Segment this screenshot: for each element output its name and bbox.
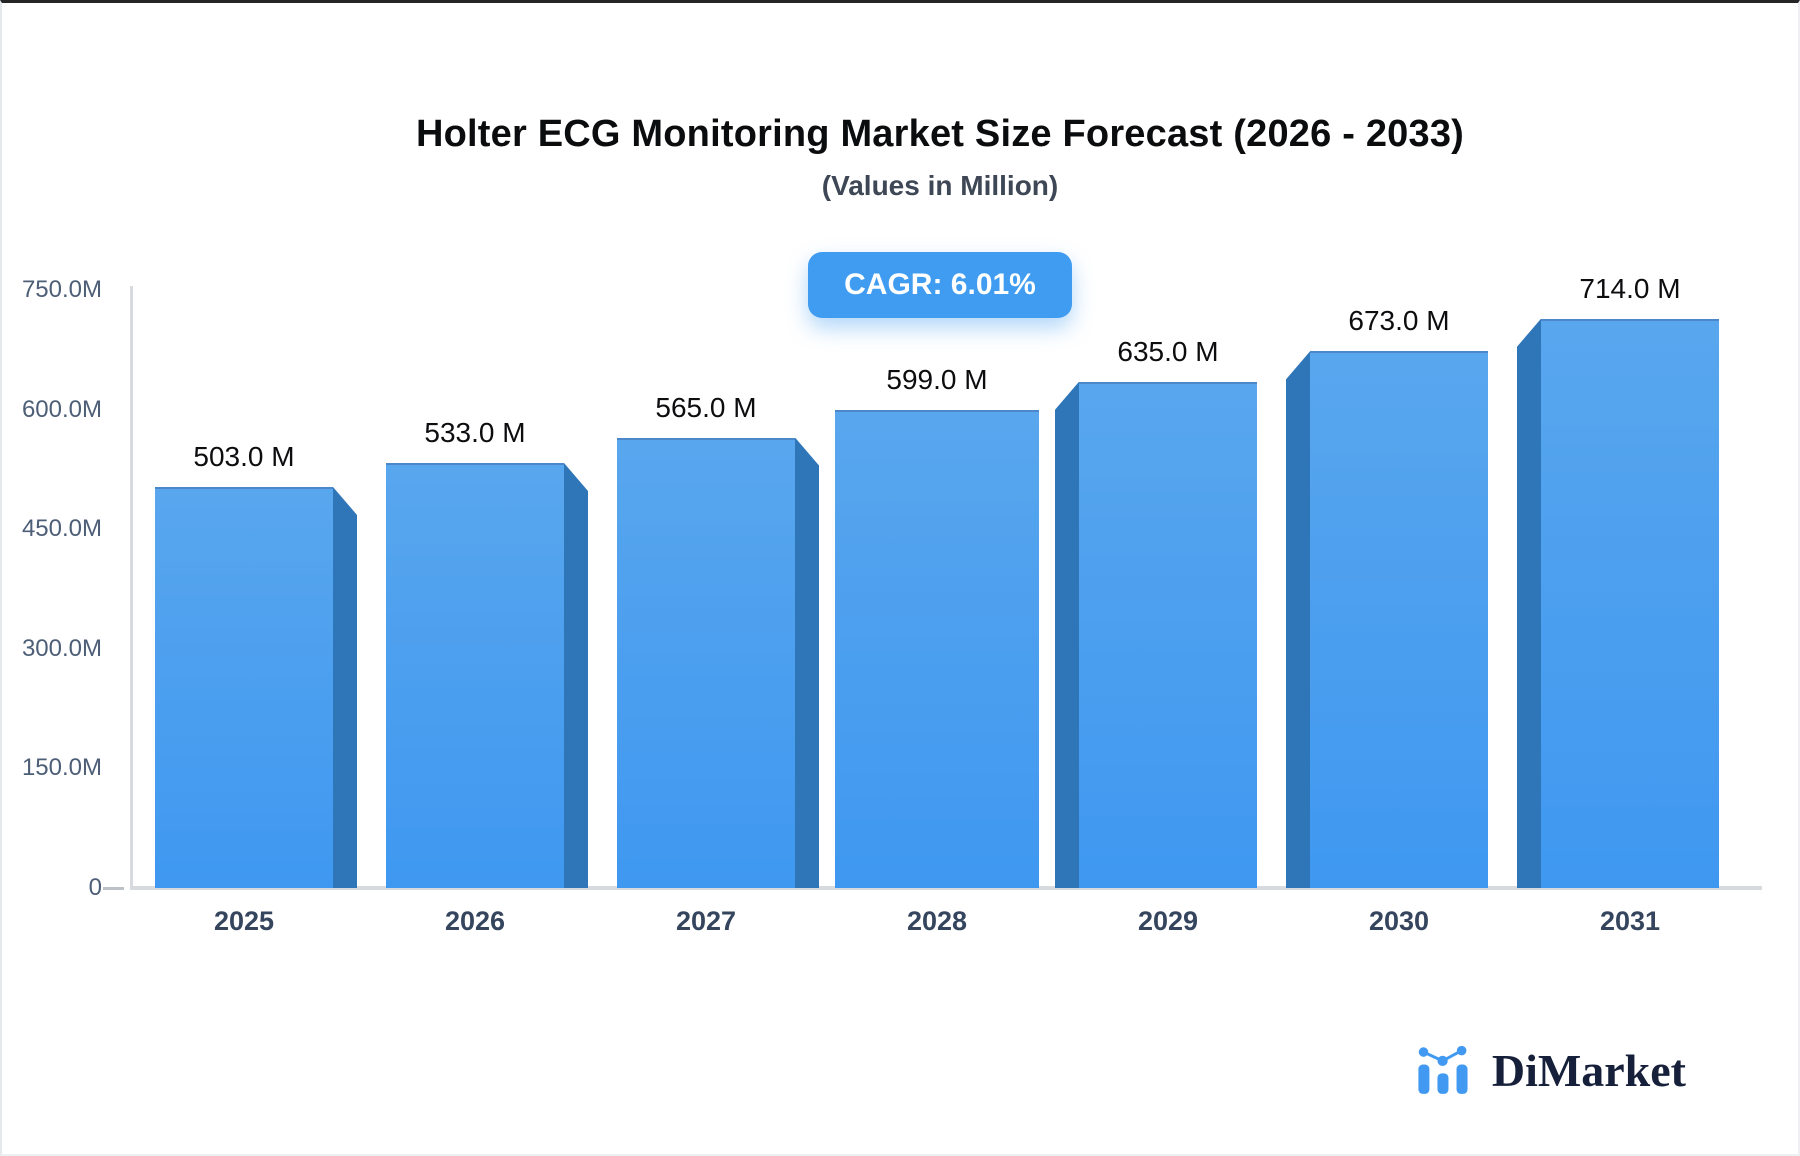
y-axis-line — [130, 286, 133, 888]
chart-title: Holter ECG Monitoring Market Size Foreca… — [415, 113, 1465, 155]
chart-header: Holter ECG Monitoring Market Size Foreca… — [82, 3, 1798, 318]
bar-2029 — [1079, 381, 1257, 888]
bar-value-label: 635.0 M — [1117, 335, 1219, 367]
x-axis-label: 2028 — [906, 906, 968, 936]
bar-2030 — [1310, 351, 1488, 888]
zero-tick-mark — [103, 887, 124, 890]
x-axis-label: 2026 — [444, 906, 506, 936]
mini-bar-chart-icon — [1418, 1045, 1468, 1094]
bar-2028 — [835, 410, 1039, 888]
bar-value-label: 714.0 M — [1579, 272, 1681, 304]
logo-text: DiMarket — [1491, 1045, 1686, 1096]
bar-value-label: 673.0 M — [1348, 305, 1450, 337]
bar-2026 — [386, 463, 564, 888]
x-axis-label: 2025 — [213, 906, 275, 936]
y-axis-label: 0 — [88, 874, 102, 901]
dimarket-logo: DiMarket — [1414, 1036, 1686, 1096]
bar-value-label: 533.0 M — [424, 417, 526, 449]
bar-2031 — [1541, 318, 1719, 888]
bar-side-face — [1055, 381, 1079, 888]
bar-side-face — [1286, 351, 1310, 888]
cagr-badge: CAGR: 6.01% — [808, 252, 1072, 318]
x-axis-label: 2031 — [1599, 906, 1661, 936]
bar-side-face — [1517, 318, 1541, 888]
bar-2027 — [617, 437, 795, 888]
bar-value-label: 565.0 M — [655, 391, 757, 423]
y-axis-label: 600.0M — [21, 395, 102, 423]
x-axis-label: 2030 — [1368, 906, 1430, 936]
bar-2025 — [155, 486, 333, 888]
chart-subtitle: (Values in Million) — [821, 170, 1059, 201]
x-axis-baseline — [130, 886, 1762, 890]
x-axis-label: 2029 — [1137, 906, 1199, 936]
y-axis-label: 450.0M — [21, 515, 102, 543]
bar-value-label: 599.0 M — [886, 364, 988, 396]
bar-side-face — [333, 486, 357, 888]
bar-side-face — [564, 463, 588, 888]
x-axis-label: 2027 — [675, 906, 737, 936]
bar-value-label: 503.0 M — [193, 440, 295, 472]
y-axis-label: 750.0M — [21, 276, 102, 303]
y-axis-label: 150.0M — [21, 754, 102, 782]
y-axis-label: 300.0M — [21, 634, 102, 662]
bar-side-face — [795, 437, 819, 888]
